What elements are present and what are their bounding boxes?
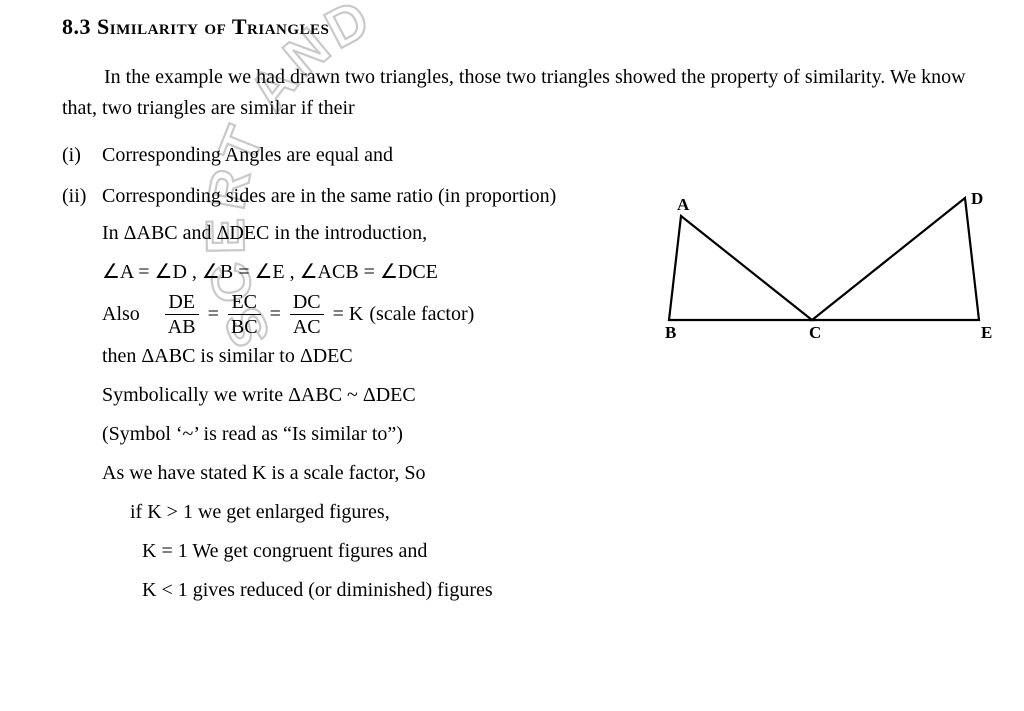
triangles-figure: ABCDE	[669, 198, 989, 348]
k-stated: As we have stated K is a scale factor, S…	[102, 454, 984, 493]
numerator: DE	[165, 292, 199, 315]
fraction-2: EC BC	[228, 292, 261, 337]
heading-title: Similarity of Triangles	[97, 14, 329, 39]
equals-sign: =	[208, 295, 219, 334]
k-equal: K = 1 We get congruent figures and	[102, 532, 984, 571]
section-heading: 8.3 Similarity of Triangles	[62, 14, 984, 40]
ratio-line: Also DE AB = EC BC = DC AC =	[102, 292, 474, 337]
list-item: (i) Corresponding Angles are equal and	[62, 138, 984, 173]
list-marker-i: (i)	[62, 138, 81, 173]
k-less: K < 1 gives reduced (or diminished) figu…	[102, 571, 984, 610]
symbolic-line: Symbolically we write ΔABC ~ ΔDEC	[102, 376, 984, 415]
symbol-note: (Symbol ‘~’ is read as “Is similar to”)	[102, 415, 984, 454]
heading-number: 8.3	[62, 14, 91, 39]
denominator: BC	[228, 315, 261, 337]
k-greater: if K > 1 we get enlarged figures,	[102, 493, 984, 532]
numerator: DC	[290, 292, 324, 315]
also-prefix: Also	[102, 295, 140, 334]
vertex-label-d: D	[971, 189, 983, 208]
vertex-label-e: E	[981, 323, 992, 342]
list-text-i: Corresponding Angles are equal and	[102, 144, 393, 166]
denominator: AC	[290, 315, 324, 337]
list-marker-ii: (ii)	[62, 179, 86, 214]
intro-paragraph: In the example we had drawn two triangle…	[62, 62, 984, 124]
vertex-label-c: C	[809, 323, 821, 342]
numerator: EC	[228, 292, 261, 315]
equals-sign: =	[270, 295, 281, 334]
scale-factor-note: (scale factor)	[369, 295, 474, 334]
intro-text: In the example we had drawn two triangle…	[62, 62, 984, 124]
fraction-3: DC AC	[290, 292, 324, 337]
fraction-1: DE AB	[165, 292, 199, 337]
vertex-label-a: A	[677, 195, 690, 214]
vertex-label-b: B	[665, 323, 676, 342]
equals-K: = K	[333, 295, 364, 334]
list-text-ii: Corresponding sides are in the same rati…	[102, 185, 556, 207]
denominator: AB	[165, 315, 199, 337]
page: SCERT AND 8.3 Similarity of Triangles In…	[0, 0, 1024, 636]
